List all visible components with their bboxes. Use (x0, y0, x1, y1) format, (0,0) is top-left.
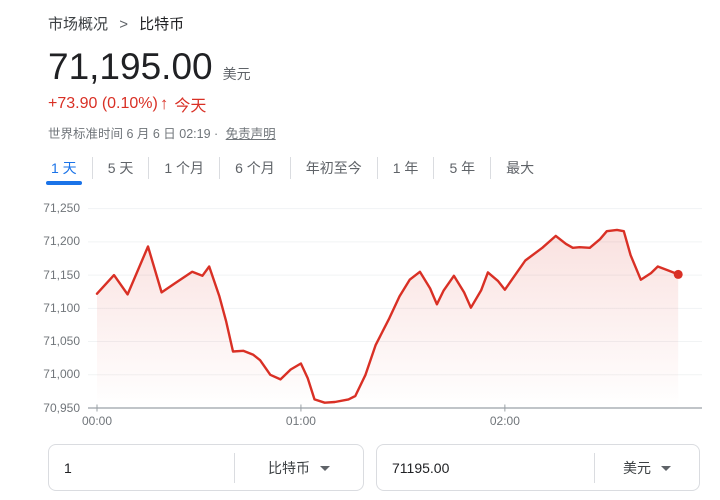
price-currency-label: 美元 (222, 66, 251, 82)
tab-divider (376, 157, 378, 179)
chevron-down-icon (661, 466, 671, 471)
chevron-down-icon (320, 466, 330, 471)
disclaimer-link[interactable]: 免责声明 (225, 127, 276, 141)
from-amount-input[interactable] (49, 445, 234, 490)
to-currency-dropdown[interactable]: 美元 (595, 445, 699, 490)
tab-max[interactable]: 最大 (491, 151, 549, 185)
time-range-tabs: 1 天 5 天 1 个月 6 个月 年初至今 1 年 5 年 最大 (36, 151, 549, 185)
tab-divider (433, 157, 435, 179)
tab-label: 5 年 (449, 160, 476, 176)
currency-converter: 比特币 美元 (48, 444, 700, 491)
quote-timestamp: 世界标准时间 6 月 6 日 02:19 · (48, 127, 219, 141)
y-axis-label: 70,950 (43, 400, 80, 415)
tab-divider (219, 157, 221, 179)
tab-label: 6 个月 (235, 160, 275, 176)
price-change-row: +73.90 (0.10%) ↑ 今天 (48, 92, 206, 116)
y-axis-label: 71,100 (43, 300, 80, 315)
tab-divider (91, 157, 93, 179)
price-change-value: +73.90 (0.10%) (48, 95, 158, 112)
tab-label: 最大 (506, 160, 535, 176)
tab-label: 1 天 (51, 160, 77, 176)
breadcrumb-current-bitcoin: 比特币 (139, 16, 185, 33)
breadcrumb-separator: > (119, 16, 128, 33)
breadcrumb: 市场概况 > 比特币 (48, 13, 184, 34)
x-axis-label: 01:00 (285, 414, 316, 428)
to-currency-label: 美元 (623, 459, 651, 476)
converter-divider (594, 452, 595, 483)
up-arrow-icon: ↑ (159, 94, 169, 113)
y-axis-label: 71,250 (43, 201, 80, 216)
current-price: 71,195.00 (48, 46, 213, 87)
price-chart-area: 70,950 71,000 71,050 71,100 71,150 71,200 71,2… (43, 201, 702, 428)
tab-ytd[interactable]: 年初至今 (291, 151, 377, 185)
last-price-dot (673, 269, 683, 279)
y-axis-label: 71,200 (43, 234, 80, 249)
timestamp-row: 世界标准时间 6 月 6 日 02:19 · 免责声明 (48, 123, 276, 142)
tab-label: 1 个月 (164, 160, 205, 176)
tab-5-day[interactable]: 5 天 (93, 151, 149, 185)
tab-label: 5 天 (107, 160, 134, 176)
tab-1-day[interactable]: 1 天 (36, 151, 92, 185)
tab-6-month[interactable]: 6 个月 (220, 151, 290, 185)
x-axis-label: 02:00 (489, 414, 520, 428)
tab-5-year[interactable]: 5 年 (434, 151, 490, 185)
to-amount-input[interactable] (377, 445, 594, 490)
tab-divider (148, 157, 150, 179)
tab-1-month[interactable]: 1 个月 (149, 151, 219, 185)
price-change-period: 今天 (174, 98, 207, 115)
tab-1-year[interactable]: 1 年 (378, 151, 434, 185)
tab-divider (490, 157, 492, 179)
converter-divider (234, 452, 235, 483)
price-row: 71,195.00 美元 (48, 46, 251, 88)
y-axis-label: 71,000 (43, 367, 80, 382)
price-line (95, 228, 680, 404)
converter-from-box: 比特币 (48, 444, 364, 491)
x-axis-label: 00:00 (81, 414, 113, 428)
y-axis-label: 71,150 (43, 267, 80, 282)
tab-divider (289, 157, 291, 179)
tab-label: 年初至今 (305, 160, 362, 176)
y-axis-label: 71,050 (43, 334, 80, 349)
from-currency-label: 比特币 (268, 459, 310, 476)
price-area-fill (97, 229, 679, 408)
breadcrumb-market-overview-link[interactable]: 市场概况 (48, 16, 109, 33)
from-currency-dropdown[interactable]: 比特币 (235, 445, 363, 490)
converter-to-box: 美元 (376, 444, 700, 491)
tab-label: 1 年 (392, 160, 419, 176)
price-chart (88, 208, 702, 412)
